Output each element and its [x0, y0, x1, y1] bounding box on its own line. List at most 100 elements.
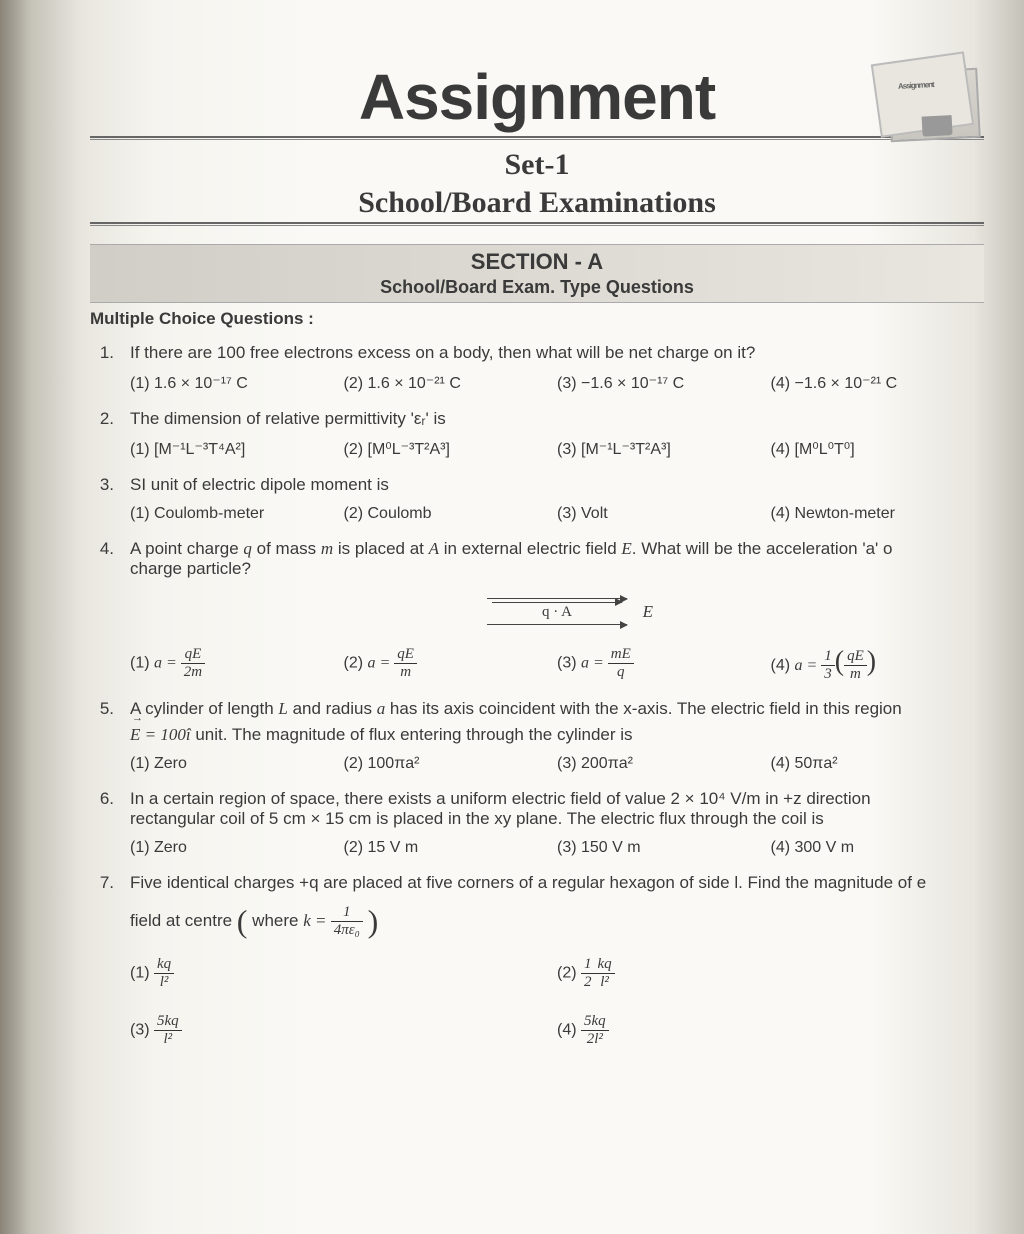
q4-opt3: (3) a = mEq — [557, 644, 771, 685]
q6-options: (1) Zero (2) 15 V m (3) 150 V m (4) 300 … — [130, 837, 984, 859]
q5-body: A cylinder of length L and radius a has … — [130, 699, 984, 775]
q4o3p: (3) — [557, 655, 581, 672]
board-title: School/Board Examinations — [90, 186, 984, 220]
question-7: 7. Five identical charges +q are placed … — [90, 873, 984, 1050]
q3-body: SI unit of electric dipole moment is (1)… — [130, 475, 984, 525]
e-label: E — [643, 602, 653, 622]
q6-opt3: (3) 150 V m — [557, 837, 771, 859]
q1-opt3: (3) −1.6 × 10⁻¹⁷ C — [557, 371, 771, 395]
q4o1f: qE2m — [181, 646, 205, 681]
q5tb: and radius — [288, 699, 377, 718]
question-2: 2. The dimension of relative permittivit… — [90, 409, 984, 461]
q4o4n2: qE — [844, 648, 867, 666]
q7o2f2: kql² — [595, 956, 615, 991]
q2-opt1: (1) [M⁻¹L⁻³T⁴A²] — [130, 437, 344, 461]
q7-lparen: ( — [237, 903, 248, 939]
q4o4p: (4) — [771, 657, 795, 674]
q4o4n1: 1 — [821, 648, 835, 666]
question-6: 6. In a certain region of space, there e… — [90, 789, 984, 859]
arrow-top — [487, 598, 627, 599]
question-3: 3. SI unit of electric dipole moment is … — [90, 475, 984, 525]
q7o4d: 2l² — [581, 1031, 609, 1048]
q5-opt3: (3) 200πa² — [557, 753, 771, 775]
q4-tc: is placed at — [333, 539, 428, 558]
q4o2e: a = — [368, 655, 395, 672]
q6-body: In a certain region of space, there exis… — [130, 789, 984, 859]
q1-options: (1) 1.6 × 10⁻¹⁷ C (2) 1.6 × 10⁻²¹ C (3) … — [130, 371, 984, 395]
q2-opt2: (2) [M⁰L⁻³T²A³] — [344, 437, 558, 461]
q6-number: 6. — [90, 789, 114, 859]
q4-tf: charge particle? — [130, 559, 984, 579]
arrow-mid: q · A — [492, 602, 622, 621]
q7wp: where — [252, 911, 303, 930]
q4-A: A — [429, 539, 439, 558]
q4o1d: 2m — [181, 664, 205, 681]
page: Assignment Assignment Set-1 School/Board… — [0, 0, 1024, 1070]
question-1: 1. If there are 100 free electrons exces… — [90, 343, 984, 395]
q7ke: k = — [303, 911, 331, 930]
q7o4f: 5kq2l² — [581, 1013, 609, 1048]
lparen: ( — [835, 646, 844, 677]
mcq-heading: Multiple Choice Questions : — [90, 309, 984, 329]
q4o2p: (2) — [344, 655, 368, 672]
q2-body: The dimension of relative permittivity '… — [130, 409, 984, 461]
q3-opt3: (3) Volt — [557, 503, 771, 525]
section-subtitle: School/Board Exam. Type Questions — [90, 277, 984, 298]
q3-text: SI unit of electric dipole moment is — [130, 475, 984, 495]
q4o3d: q — [608, 664, 634, 681]
q4o1e: a = — [154, 655, 181, 672]
q4o3f: mEq — [608, 646, 634, 681]
q7ta: Five identical charges +q are placed at … — [130, 873, 984, 893]
q4o4d2: m — [844, 666, 867, 683]
q2-opt3: (3) [M⁻¹L⁻³T²A³] — [557, 437, 771, 461]
q7kn: 1 — [331, 904, 363, 922]
q4-text: A point charge q of mass m is placed at … — [130, 539, 984, 579]
q4-m: m — [321, 539, 333, 558]
q4o1n: qE — [181, 646, 205, 664]
q7o4n: 5kq — [581, 1013, 609, 1031]
q5-number: 5. — [90, 699, 114, 775]
q7-line2: field at centre ( where k = 14πε₀ ) — [130, 903, 984, 940]
q4o1p: (1) — [130, 655, 154, 672]
q4-options: (1) a = qE2m (2) a = qEm (3) a = mEq (4)… — [130, 644, 984, 685]
q3-opt1: (1) Coulomb-meter — [130, 503, 344, 525]
book-icon: Assignment — [887, 68, 981, 143]
q7o1p: (1) — [130, 965, 154, 982]
q2-opt4: (4) [M⁰L⁰T⁰] — [771, 437, 985, 461]
q4o2d: m — [394, 664, 417, 681]
question-5: 5. A cylinder of length L and radius a h… — [90, 699, 984, 775]
q7o2d2: l² — [595, 974, 615, 991]
q4o3n: mE — [608, 646, 634, 664]
main-title: Assignment Assignment — [90, 60, 984, 134]
q5-text: A cylinder of length L and radius a has … — [130, 699, 984, 745]
book-inner-label: Assignment — [898, 80, 934, 91]
q7o1d: l² — [154, 974, 174, 991]
q4-opt4: (4) a = 13(qEm) — [771, 644, 985, 685]
q7o2p: (2) — [557, 965, 581, 982]
q7-opt3: (3) 5kql² — [130, 1011, 557, 1050]
q6-opt4: (4) 300 V m — [771, 837, 985, 859]
board-underline — [90, 222, 984, 226]
q7o2d1: 2 — [581, 974, 595, 991]
q5tc: has its axis coincident with the x-axis.… — [385, 699, 902, 718]
q7o1f: kql² — [154, 956, 174, 991]
q7o4p: (4) — [557, 1022, 581, 1039]
q6-text: In a certain region of space, there exis… — [130, 789, 984, 829]
q7-text: Five identical charges +q are placed at … — [130, 873, 984, 940]
q4-td: in external electric field — [439, 539, 621, 558]
q7-options-row1: (1) kql² (2) 12kql² — [130, 954, 984, 993]
q5-options: (1) Zero (2) 100πa² (3) 200πa² (4) 50πa² — [130, 753, 984, 775]
title-text: Assignment — [359, 61, 715, 133]
q7-body: Five identical charges +q are placed at … — [130, 873, 984, 1050]
q7o1n: kq — [154, 956, 174, 974]
q4-ta: A point charge — [130, 539, 243, 558]
q7-opt1: (1) kql² — [130, 954, 557, 993]
q5ta: A cylinder of length — [130, 699, 278, 718]
q4-number: 4. — [90, 539, 114, 685]
q1-text: If there are 100 free electrons excess o… — [130, 343, 984, 363]
q4-diagram: q · A E — [130, 591, 984, 632]
arrow-bot — [487, 624, 627, 625]
q4-opt2: (2) a = qEm — [344, 644, 558, 685]
q5-opt2: (2) 100πa² — [344, 753, 558, 775]
title-underline — [90, 136, 984, 140]
